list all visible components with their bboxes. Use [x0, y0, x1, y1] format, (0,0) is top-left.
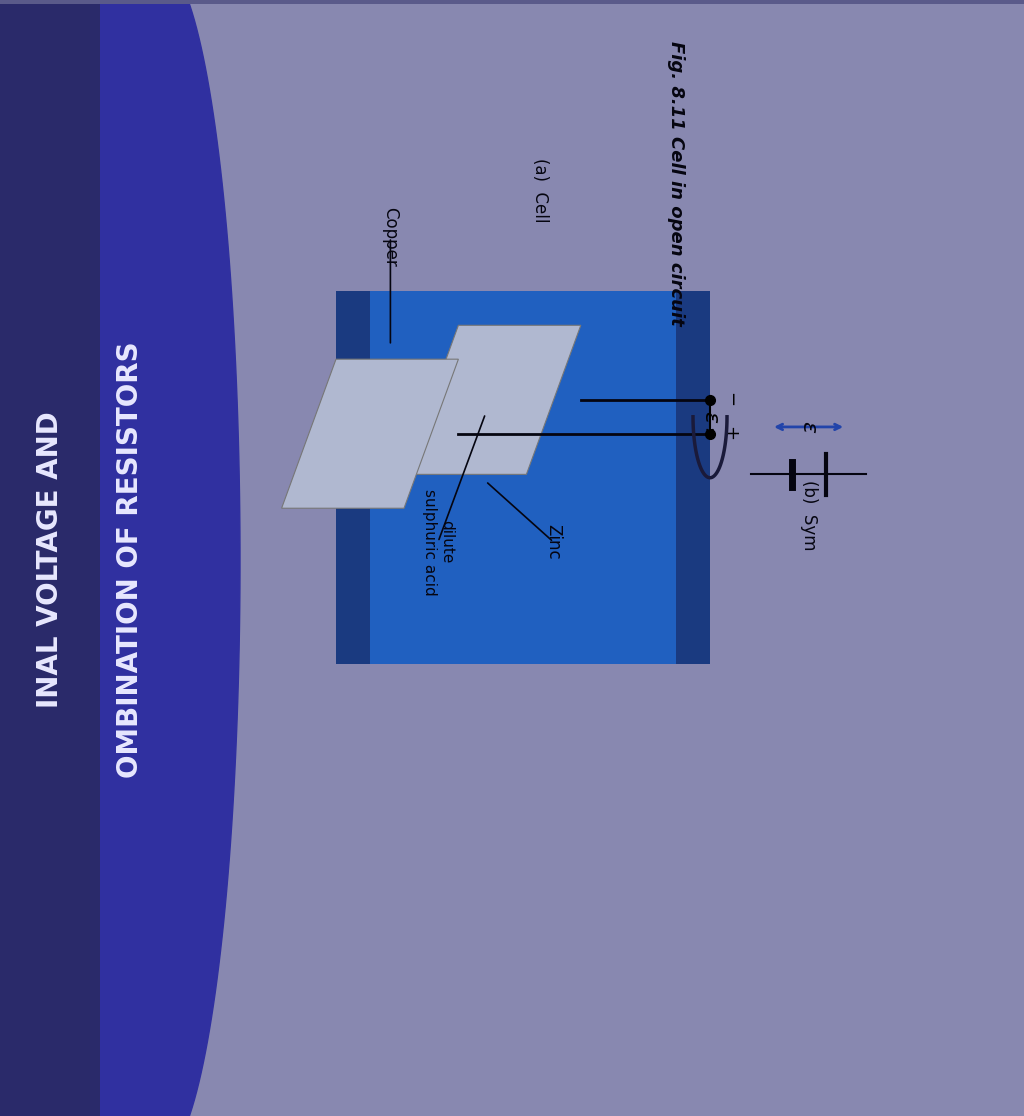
- Bar: [160, 4, 1024, 1116]
- Text: (a)  Cell: (a) Cell: [531, 157, 549, 222]
- Text: Copper: Copper: [381, 208, 399, 267]
- Text: INAL VOLTAGE AND: INAL VOLTAGE AND: [36, 412, 65, 709]
- Text: (b)  Sym: (b) Sym: [800, 480, 817, 550]
- Text: Zinc: Zinc: [545, 525, 562, 560]
- Text: −: −: [721, 392, 739, 407]
- Text: ε: ε: [700, 411, 720, 423]
- Polygon shape: [336, 291, 710, 664]
- Polygon shape: [404, 325, 581, 474]
- Text: ε: ε: [799, 421, 818, 433]
- Text: dilute
sulphuric acid: dilute sulphuric acid: [422, 489, 455, 596]
- Text: +: +: [721, 426, 739, 441]
- Text: Fig. 8.11 Cell in open circuit: Fig. 8.11 Cell in open circuit: [667, 40, 685, 326]
- Polygon shape: [336, 291, 370, 664]
- Text: OMBINATION OF RESISTORS: OMBINATION OF RESISTORS: [116, 341, 144, 778]
- Polygon shape: [676, 291, 710, 664]
- Polygon shape: [282, 359, 459, 508]
- Bar: [0, 4, 100, 1116]
- Bar: [100, 4, 160, 1116]
